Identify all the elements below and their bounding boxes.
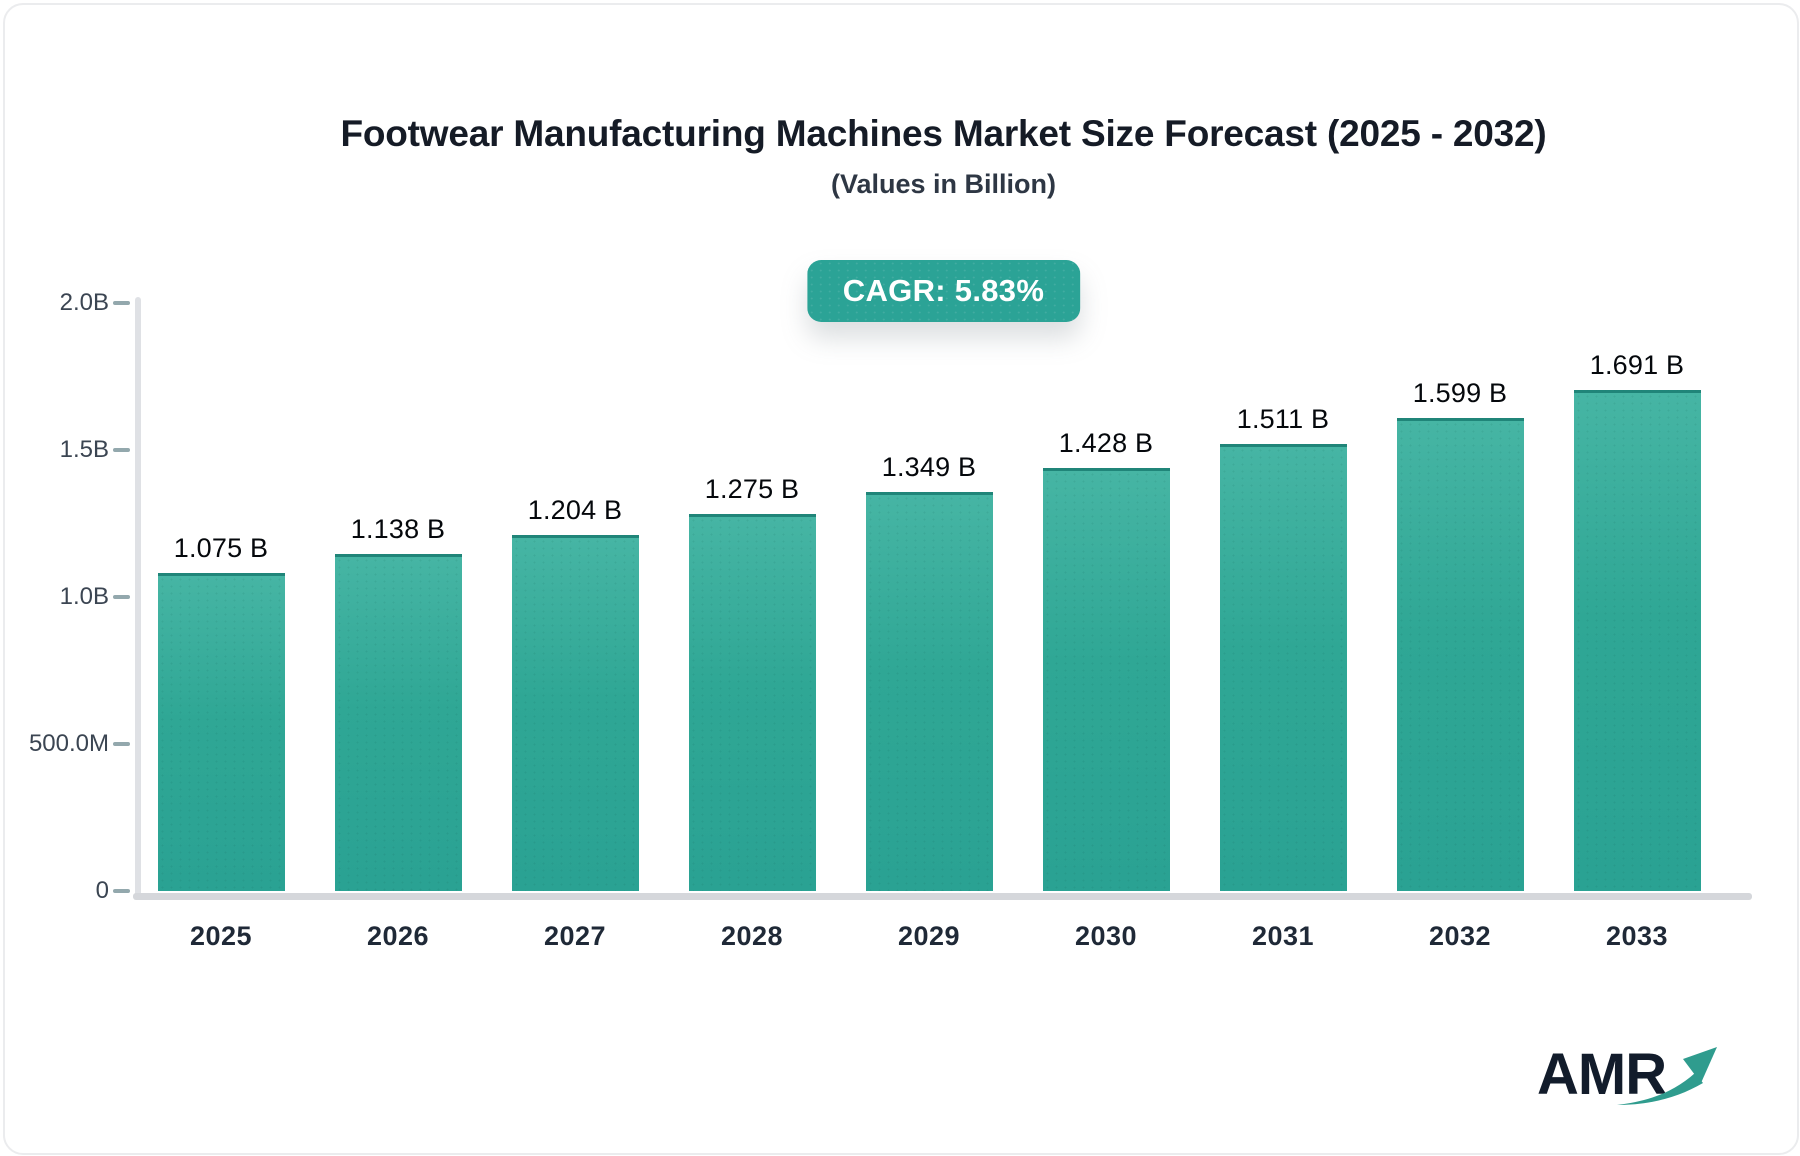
amr-logo: AMR bbox=[1537, 1039, 1737, 1123]
bar-value-label: 1.599 B bbox=[1412, 378, 1508, 408]
x-axis-label-2026: 2026 bbox=[366, 921, 430, 951]
bar-2030 bbox=[1042, 468, 1170, 891]
y-tick-label: 1.0B bbox=[59, 583, 109, 610]
bar-value-label: 1.275 B bbox=[704, 474, 800, 504]
bar-3d-side bbox=[284, 573, 306, 891]
bar-value-label: 1.349 B bbox=[881, 452, 977, 482]
y-tick-mark bbox=[113, 742, 130, 746]
x-axis-label-2031: 2031 bbox=[1251, 921, 1315, 951]
cagr-badge: CAGR: 5.83% bbox=[806, 260, 1081, 322]
bar-value-label: 1.204 B bbox=[527, 495, 623, 525]
x-axis-label-2025: 2025 bbox=[189, 921, 253, 951]
chart-card: Footwear Manufacturing Machines Market S… bbox=[3, 3, 1799, 1155]
bar-3d-side bbox=[1553, 390, 1575, 891]
chart-title: Footwear Manufacturing Machines Market S… bbox=[340, 113, 1547, 154]
y-tick-mark bbox=[113, 448, 130, 452]
amr-logo-text: AMR bbox=[1537, 1042, 1667, 1107]
bar-3d-side bbox=[1199, 444, 1221, 891]
bar-2031 bbox=[1219, 444, 1347, 891]
bar-2032 bbox=[1396, 418, 1524, 891]
bar-2026 bbox=[334, 554, 462, 891]
chart-subtitle: (Values in Billion) bbox=[830, 169, 1057, 199]
bar-3d-side bbox=[815, 514, 837, 891]
bar-value-label: 1.075 B bbox=[173, 533, 269, 563]
bar-3d-side bbox=[1022, 468, 1044, 891]
bar-2025 bbox=[157, 573, 285, 891]
y-tick-label: 1.5B bbox=[59, 436, 109, 463]
trend-up-arrow-icon bbox=[1617, 1047, 1717, 1105]
bar-value-label: 1.691 B bbox=[1589, 350, 1685, 380]
bar-3d-side bbox=[1376, 418, 1398, 891]
bar-value-label: 1.428 B bbox=[1058, 428, 1154, 458]
x-axis-baseline bbox=[133, 893, 1752, 900]
x-axis-label-2027: 2027 bbox=[543, 921, 607, 951]
bar-3d-side bbox=[638, 535, 660, 891]
cagr-badge-label: CAGR: 5.83% bbox=[842, 273, 1045, 308]
y-tick-mark bbox=[113, 595, 130, 599]
bar-2033 bbox=[1573, 390, 1701, 891]
y-tick-mark bbox=[113, 301, 130, 305]
y-tick-label: 2.0B bbox=[59, 289, 109, 316]
x-axis-label-2029: 2029 bbox=[897, 921, 961, 951]
chart-header: Footwear Manufacturing Machines Market S… bbox=[135, 5, 1752, 322]
y-axis-line bbox=[135, 297, 141, 899]
x-axis-label-2033: 2033 bbox=[1605, 921, 1669, 951]
bar-2027 bbox=[511, 535, 639, 891]
bar-value-label: 1.138 B bbox=[350, 514, 446, 544]
y-tick-label: 500.0M bbox=[28, 730, 109, 757]
y-tick-label: 0 bbox=[95, 877, 109, 904]
bar-value-label: 1.511 B bbox=[1236, 404, 1330, 434]
x-axis-label-2028: 2028 bbox=[720, 921, 784, 951]
x-axis-label-2032: 2032 bbox=[1428, 921, 1492, 951]
bar-2029 bbox=[865, 492, 993, 891]
bar-3d-side bbox=[461, 554, 483, 891]
y-tick-mark bbox=[113, 889, 130, 893]
bar-2028 bbox=[688, 514, 816, 891]
x-axis-label-2030: 2030 bbox=[1074, 921, 1138, 951]
